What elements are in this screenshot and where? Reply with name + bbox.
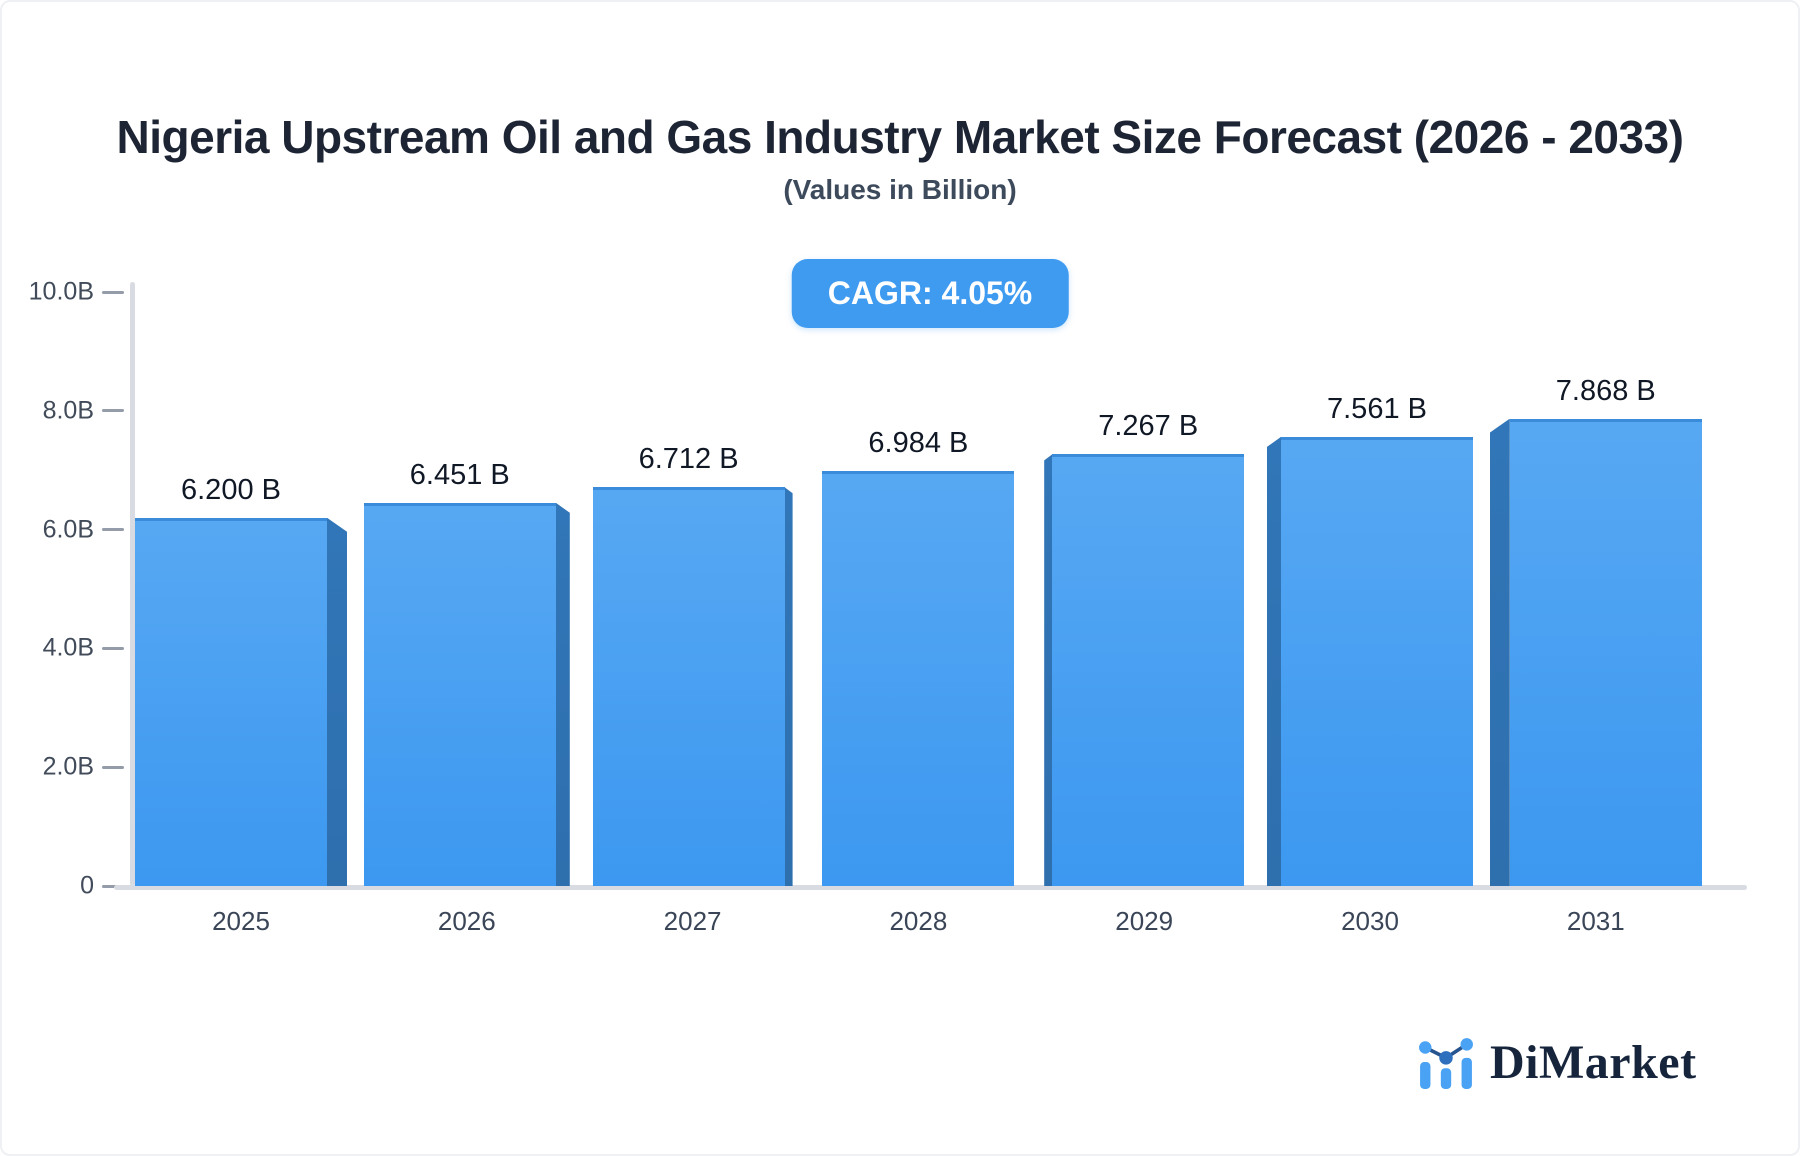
bar-value-label: 7.267 B [1098,410,1199,443]
x-axis-year-label: 2028 [889,906,948,936]
y-axis-tick-label: 4.0B [42,633,94,662]
bar-2030 [1281,436,1473,886]
x-axis-year-label: 2029 [1115,906,1174,936]
chart-title: Nigeria Upstream Oil and Gas Industry Ma… [116,111,1684,163]
bar-3d-side-2030 [1267,436,1281,886]
bar-value-label: 6.451 B [409,458,510,491]
bar-value-label: 6.984 B [868,427,969,460]
y-axis-tick-mark [102,290,124,294]
bar-value-label: 6.712 B [638,443,739,476]
brand-name: DiMarket [1490,1035,1697,1089]
y-axis-tick-label: 8.0B [42,396,94,425]
bar-value-label: 7.868 B [1555,374,1656,407]
brand-logo: DiMarket [1418,1034,1697,1090]
y-axis-tick-mark [102,409,124,413]
x-axis-line [114,885,1747,890]
y-axis-tick-mark [102,765,124,769]
bar-2031 [1509,418,1702,886]
y-axis-tick-label: 0 [80,871,94,900]
chart-subtitle: (Values in Billion) [783,174,1017,205]
bar-3d-side-2025 [327,517,347,886]
bar-3d-side-2029 [1044,454,1053,886]
x-axis-year-label: 2031 [1566,906,1625,936]
bar-3d-side-2027 [784,487,793,886]
y-axis-tick-mark [102,528,124,532]
y-axis-tick-mark [102,884,124,888]
dimarket-logo-icon [1419,1038,1473,1089]
x-axis-year-label: 2027 [663,906,722,936]
bar-3d-side-2031 [1489,418,1510,886]
bar-2028 [822,471,1015,886]
y-axis-tick-label: 6.0B [42,515,94,544]
y-axis-line [130,282,135,886]
cagr-badge: CAGR: 4.05% [791,259,1069,328]
bar-3d-side-2026 [555,502,570,886]
x-axis-year-label: 2026 [437,906,496,936]
bar-2026 [363,502,556,886]
y-axis-tick-label: 10.0B [28,277,94,306]
bar-2029 [1052,454,1245,886]
bar-2025 [135,517,327,886]
y-axis-tick-label: 2.0B [42,752,94,781]
y-axis-tick-mark [102,646,124,650]
x-axis-year-label: 2030 [1341,906,1399,936]
x-axis-year-label: 2025 [212,906,270,936]
bar-2027 [592,487,785,886]
bar-value-label: 6.200 B [181,473,281,506]
bar-value-label: 7.561 B [1327,392,1427,425]
